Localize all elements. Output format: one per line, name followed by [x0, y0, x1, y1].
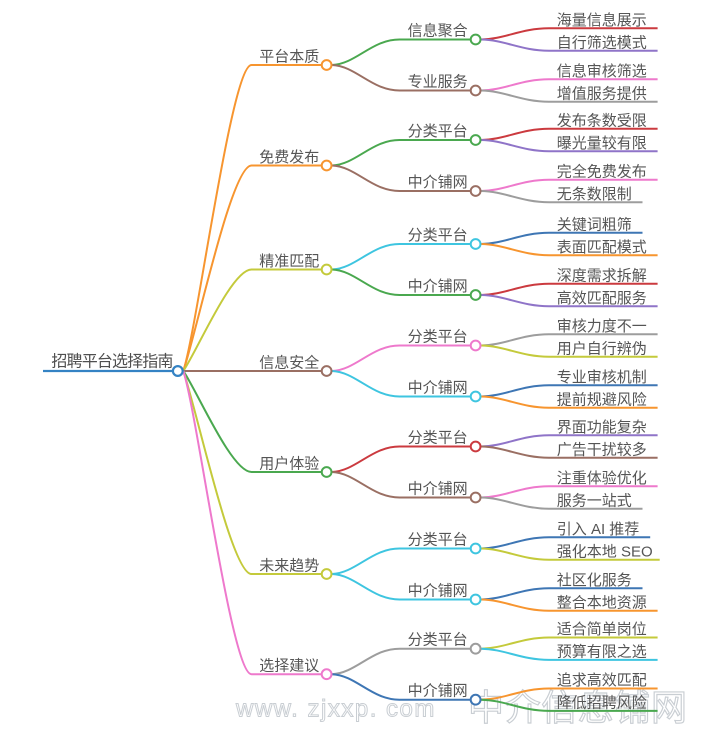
svg-text:引入 AI 推荐: 引入 AI 推荐 [557, 521, 640, 538]
svg-text:界面功能复杂: 界面功能复杂 [557, 418, 647, 436]
svg-text:服务一站式: 服务一站式 [557, 492, 632, 509]
svg-text:增值服务提供: 增值服务提供 [557, 85, 647, 102]
svg-text:用户体验: 用户体验 [259, 456, 319, 473]
svg-text:自行筛选模式: 自行筛选模式 [557, 34, 647, 51]
svg-text:信息审核筛选: 信息审核筛选 [557, 63, 647, 80]
svg-text:关键词粗筛: 关键词粗筛 [557, 216, 632, 233]
svg-text:用户自行辨伪: 用户自行辨伪 [557, 340, 647, 357]
svg-text:专业服务: 专业服务 [408, 74, 468, 91]
svg-text:强化本地 SEO: 强化本地 SEO [557, 543, 653, 560]
svg-text:适合简单岗位: 适合简单岗位 [557, 621, 647, 638]
svg-text:提前规避风险: 提前规避风险 [557, 391, 647, 408]
svg-text:中介信息铺网: 中介信息铺网 [468, 687, 688, 726]
svg-text:精准匹配: 精准匹配 [259, 253, 319, 270]
svg-text:深度需求拆解: 深度需求拆解 [557, 267, 647, 284]
svg-text:整合本地资源: 整合本地资源 [557, 594, 647, 611]
svg-text:招聘平台选择指南: 招聘平台选择指南 [51, 353, 173, 371]
svg-text:信息安全: 信息安全 [259, 354, 319, 372]
svg-text:中介铺网: 中介铺网 [408, 481, 468, 498]
svg-text:曝光量较有限: 曝光量较有限 [557, 134, 647, 152]
svg-text:发布条数受限: 发布条数受限 [557, 112, 647, 129]
svg-text:注重体验优化: 注重体验优化 [557, 470, 647, 487]
svg-text:完全免费发布: 完全免费发布 [557, 162, 647, 180]
svg-text:专业审核机制: 专业审核机制 [557, 369, 647, 386]
svg-text:追求高效匹配: 追求高效匹配 [557, 672, 647, 689]
svg-text:分类平台: 分类平台 [408, 532, 468, 549]
svg-text:中介铺网: 中介铺网 [408, 278, 468, 295]
svg-text:平台本质: 平台本质 [259, 49, 319, 66]
svg-text:分类平台: 分类平台 [408, 329, 468, 346]
svg-text:高效匹配服务: 高效匹配服务 [557, 290, 647, 307]
svg-text:降低招聘风险: 降低招聘风险 [557, 695, 647, 712]
svg-text:社区化服务: 社区化服务 [557, 572, 632, 589]
svg-text:选择建议: 选择建议 [259, 658, 319, 675]
svg-text:中介铺网: 中介铺网 [408, 583, 468, 600]
svg-text:预算有限之选: 预算有限之选 [557, 643, 647, 661]
svg-text:分类平台: 分类平台 [408, 123, 468, 140]
svg-text:中介铺网: 中介铺网 [408, 380, 468, 397]
svg-text:无条数限制: 无条数限制 [557, 186, 632, 203]
svg-text:信息聚合: 信息聚合 [408, 23, 468, 40]
svg-text:中介铺网: 中介铺网 [408, 174, 468, 191]
svg-text:分类平台: 分类平台 [408, 227, 468, 244]
svg-text:广告干扰较多: 广告干扰较多 [557, 440, 647, 458]
svg-text:分类平台: 分类平台 [408, 632, 468, 649]
svg-text:未来趋势: 未来趋势 [259, 558, 319, 575]
svg-text:审核力度不一: 审核力度不一 [557, 318, 647, 335]
svg-text:海量信息展示: 海量信息展示 [557, 12, 647, 29]
svg-text:表面匹配模式: 表面匹配模式 [557, 239, 647, 256]
svg-text:中介铺网: 中介铺网 [408, 683, 468, 700]
svg-text:分类平台: 分类平台 [408, 430, 468, 447]
svg-text:免费发布: 免费发布 [259, 149, 319, 166]
